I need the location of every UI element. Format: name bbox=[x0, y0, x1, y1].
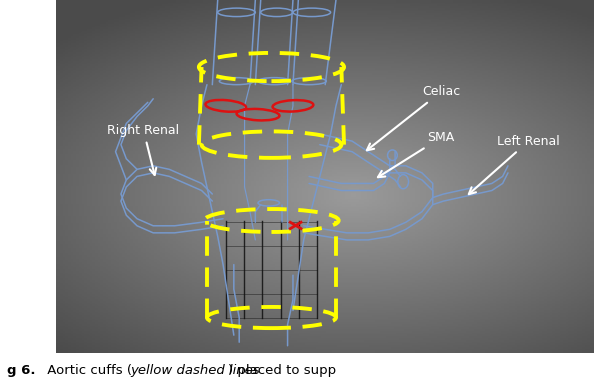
Text: Left Renal: Left Renal bbox=[469, 134, 560, 194]
Text: Aortic cuffs (: Aortic cuffs ( bbox=[43, 364, 132, 377]
Text: ) placed to supp: ) placed to supp bbox=[228, 364, 336, 377]
Text: g 6.: g 6. bbox=[7, 364, 36, 377]
Text: SMA: SMA bbox=[378, 131, 454, 177]
Text: Celiac: Celiac bbox=[367, 85, 460, 150]
Text: yellow dashed lines: yellow dashed lines bbox=[131, 364, 260, 377]
Text: Right Renal: Right Renal bbox=[108, 124, 179, 175]
